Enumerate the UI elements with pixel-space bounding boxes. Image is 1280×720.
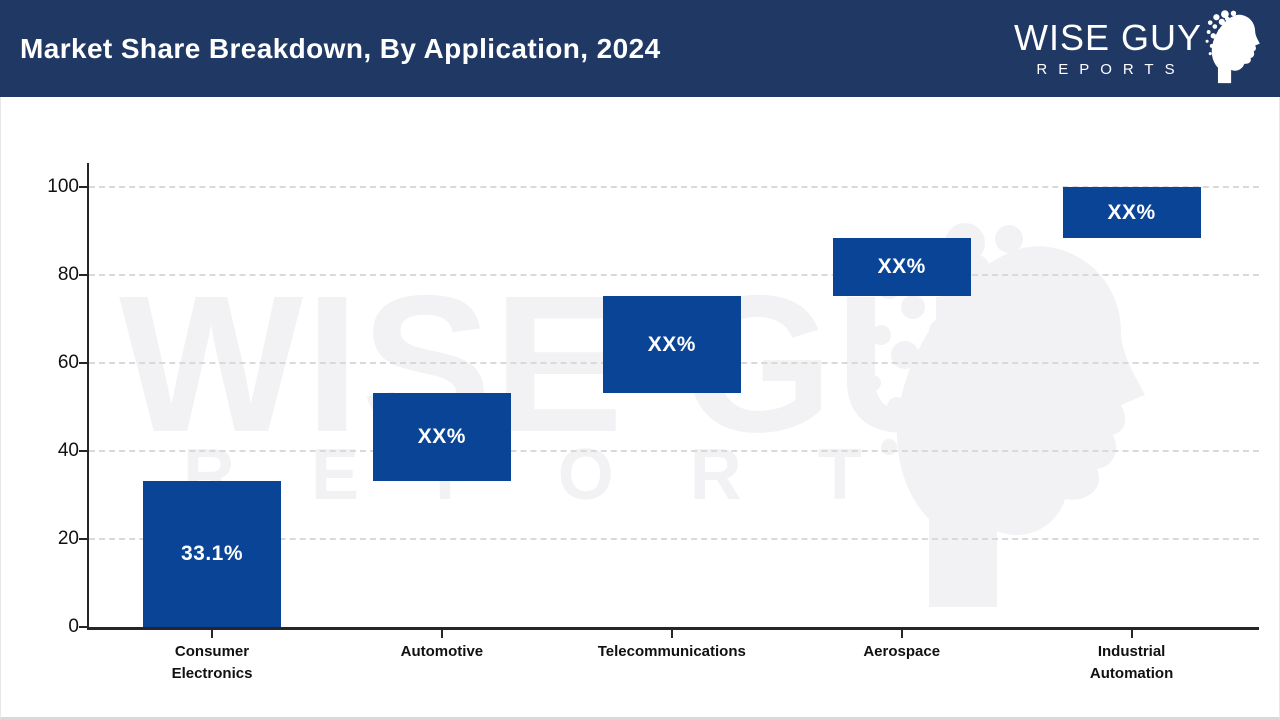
bar-value-label-aerospace: XX% bbox=[877, 255, 926, 279]
brand-subtitle: REPORTS bbox=[1036, 61, 1186, 78]
bar-value-label-industrial-automation: XX% bbox=[1107, 200, 1156, 224]
y-tick-label: 60 bbox=[57, 352, 79, 373]
y-tick bbox=[79, 626, 87, 628]
chart-title: Market Share Breakdown, By Application, … bbox=[20, 32, 661, 64]
category-label-industrial-automation: Industrial Automation bbox=[1089, 643, 1174, 682]
y-gridline-40 bbox=[89, 450, 1259, 452]
y-tick-label: 0 bbox=[68, 616, 79, 637]
header-bar: Market Share Breakdown, By Application, … bbox=[0, 0, 1280, 97]
y-gridline-20 bbox=[89, 538, 1259, 540]
y-tick-label: 40 bbox=[57, 440, 79, 461]
x-tick-aerospace bbox=[900, 630, 903, 638]
x-tick-automotive bbox=[440, 630, 443, 638]
bar-consumer-electronics: 33.1% bbox=[143, 481, 281, 627]
x-tick-industrial-automation bbox=[1130, 630, 1133, 638]
y-tick bbox=[79, 274, 87, 276]
y-axis-line bbox=[87, 163, 89, 629]
x-tick-telecommunications bbox=[670, 630, 673, 638]
y-tick-label: 100 bbox=[47, 176, 79, 197]
y-tick-label: 20 bbox=[57, 528, 79, 549]
y-tick bbox=[79, 362, 87, 364]
bar-telecommunications: XX% bbox=[602, 296, 741, 393]
y-tick bbox=[79, 186, 87, 188]
y-tick bbox=[79, 450, 87, 452]
brand-name: WISE GUY bbox=[1013, 17, 1202, 58]
brand-logo: WISE GUY REPORTS bbox=[1014, 8, 1266, 90]
category-label-telecommunications: Telecommunications bbox=[597, 643, 746, 660]
category-label-aerospace: Aerospace bbox=[863, 643, 941, 660]
bar-value-label-telecommunications: XX% bbox=[647, 332, 696, 356]
category-label-consumer-electronics: Consumer Electronics bbox=[171, 643, 253, 682]
y-gridline-80 bbox=[89, 274, 1259, 276]
y-tick bbox=[79, 538, 87, 540]
bar-industrial-automation: XX% bbox=[1062, 187, 1201, 239]
chart-canvas: WISE GUY R E P O R T S 0 20 40 60 80 100 33.1%… bbox=[0, 97, 1280, 720]
brand-head-icon bbox=[1205, 9, 1260, 83]
y-tick-label: 80 bbox=[57, 264, 79, 285]
category-label-automotive: Automotive bbox=[400, 643, 484, 660]
brand-logo-text: WISE GUY REPORTS bbox=[1013, 17, 1202, 78]
y-gridline-100 bbox=[89, 186, 1259, 188]
x-axis-line bbox=[87, 627, 1259, 630]
bar-value-label-automotive: XX% bbox=[417, 425, 466, 449]
bar-aerospace: XX% bbox=[832, 238, 971, 297]
bar-automotive: XX% bbox=[372, 392, 511, 482]
bar-value-label-consumer-electronics: 33.1% bbox=[180, 542, 244, 566]
x-tick-consumer-electronics bbox=[211, 630, 213, 638]
